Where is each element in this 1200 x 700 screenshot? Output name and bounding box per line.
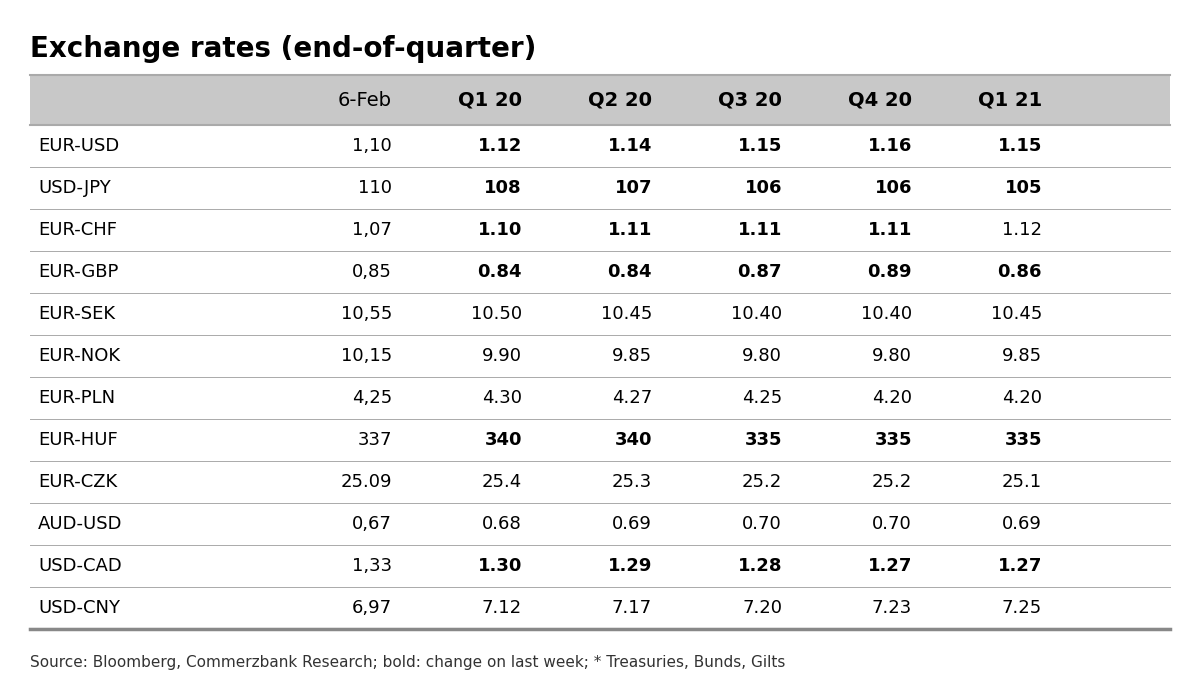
Text: 25.4: 25.4 xyxy=(481,473,522,491)
Text: 335: 335 xyxy=(1004,431,1042,449)
Text: 7.20: 7.20 xyxy=(742,599,782,617)
Text: 7.25: 7.25 xyxy=(1002,599,1042,617)
Text: 25.2: 25.2 xyxy=(871,473,912,491)
Text: 106: 106 xyxy=(744,179,782,197)
Text: Q4 20: Q4 20 xyxy=(848,90,912,109)
Text: 6,97: 6,97 xyxy=(352,599,392,617)
Text: 1.12: 1.12 xyxy=(478,137,522,155)
Text: Q2 20: Q2 20 xyxy=(588,90,652,109)
Text: 25.09: 25.09 xyxy=(341,473,392,491)
Text: Q1 21: Q1 21 xyxy=(978,90,1042,109)
Text: 1.15: 1.15 xyxy=(738,137,782,155)
Text: EUR-NOK: EUR-NOK xyxy=(38,347,120,365)
Bar xyxy=(30,75,1170,125)
Text: 1,07: 1,07 xyxy=(352,221,392,239)
Text: 0.89: 0.89 xyxy=(868,263,912,281)
Text: 7.17: 7.17 xyxy=(612,599,652,617)
Text: 0,67: 0,67 xyxy=(352,515,392,533)
Text: 7.23: 7.23 xyxy=(871,599,912,617)
Text: 340: 340 xyxy=(614,431,652,449)
Text: 1.11: 1.11 xyxy=(738,221,782,239)
Text: 335: 335 xyxy=(744,431,782,449)
Text: 1.12: 1.12 xyxy=(1002,221,1042,239)
Text: 10.40: 10.40 xyxy=(731,305,782,323)
Text: 335: 335 xyxy=(875,431,912,449)
Text: 0.69: 0.69 xyxy=(1002,515,1042,533)
Text: 9.85: 9.85 xyxy=(1002,347,1042,365)
Text: 1.11: 1.11 xyxy=(607,221,652,239)
Text: EUR-USD: EUR-USD xyxy=(38,137,119,155)
Text: 1,10: 1,10 xyxy=(353,137,392,155)
Text: 10,15: 10,15 xyxy=(341,347,392,365)
Text: USD-CNY: USD-CNY xyxy=(38,599,120,617)
Text: 4.30: 4.30 xyxy=(482,389,522,407)
Text: 4.20: 4.20 xyxy=(1002,389,1042,407)
Text: 9.80: 9.80 xyxy=(872,347,912,365)
Text: 1.27: 1.27 xyxy=(997,557,1042,575)
Text: 0,85: 0,85 xyxy=(352,263,392,281)
Text: 0.70: 0.70 xyxy=(872,515,912,533)
Text: 7.12: 7.12 xyxy=(482,599,522,617)
Text: 340: 340 xyxy=(485,431,522,449)
Text: Exchange rates (end-of-quarter): Exchange rates (end-of-quarter) xyxy=(30,35,536,63)
Text: 337: 337 xyxy=(358,431,392,449)
Text: 1.16: 1.16 xyxy=(868,137,912,155)
Text: 110: 110 xyxy=(358,179,392,197)
Text: 9.80: 9.80 xyxy=(742,347,782,365)
Text: 0.70: 0.70 xyxy=(743,515,782,533)
Text: Q1 20: Q1 20 xyxy=(458,90,522,109)
Text: 10,55: 10,55 xyxy=(341,305,392,323)
Text: USD-JPY: USD-JPY xyxy=(38,179,110,197)
Text: 1.27: 1.27 xyxy=(868,557,912,575)
Text: Source: Bloomberg, Commerzbank Research; bold: change on last week; * Treasuries: Source: Bloomberg, Commerzbank Research;… xyxy=(30,655,785,670)
Text: EUR-PLN: EUR-PLN xyxy=(38,389,115,407)
Text: 1.28: 1.28 xyxy=(738,557,782,575)
Text: EUR-GBP: EUR-GBP xyxy=(38,263,119,281)
Text: 1.30: 1.30 xyxy=(478,557,522,575)
Text: 4.20: 4.20 xyxy=(872,389,912,407)
Text: 0.84: 0.84 xyxy=(478,263,522,281)
Text: 10.45: 10.45 xyxy=(601,305,652,323)
Text: 6-Feb: 6-Feb xyxy=(338,90,392,109)
Text: EUR-HUF: EUR-HUF xyxy=(38,431,118,449)
Text: USD-CAD: USD-CAD xyxy=(38,557,121,575)
Text: 4.25: 4.25 xyxy=(742,389,782,407)
Text: 4,25: 4,25 xyxy=(352,389,392,407)
Text: 1.10: 1.10 xyxy=(478,221,522,239)
Text: 1,33: 1,33 xyxy=(352,557,392,575)
Text: 107: 107 xyxy=(614,179,652,197)
Text: 10.40: 10.40 xyxy=(860,305,912,323)
Text: EUR-CZK: EUR-CZK xyxy=(38,473,118,491)
Text: 25.3: 25.3 xyxy=(612,473,652,491)
Text: AUD-USD: AUD-USD xyxy=(38,515,122,533)
Text: 1.29: 1.29 xyxy=(607,557,652,575)
Text: 25.2: 25.2 xyxy=(742,473,782,491)
Text: EUR-SEK: EUR-SEK xyxy=(38,305,115,323)
Text: 0.69: 0.69 xyxy=(612,515,652,533)
Text: 106: 106 xyxy=(875,179,912,197)
Text: 108: 108 xyxy=(485,179,522,197)
Text: 1.14: 1.14 xyxy=(607,137,652,155)
Text: 10.45: 10.45 xyxy=(991,305,1042,323)
Text: 9.85: 9.85 xyxy=(612,347,652,365)
Text: 0.86: 0.86 xyxy=(997,263,1042,281)
Text: EUR-CHF: EUR-CHF xyxy=(38,221,118,239)
Text: 105: 105 xyxy=(1004,179,1042,197)
Text: 0.68: 0.68 xyxy=(482,515,522,533)
Text: 1.15: 1.15 xyxy=(997,137,1042,155)
Text: 1.11: 1.11 xyxy=(868,221,912,239)
Text: 9.90: 9.90 xyxy=(482,347,522,365)
Text: 4.27: 4.27 xyxy=(612,389,652,407)
Text: 10.50: 10.50 xyxy=(470,305,522,323)
Text: 0.84: 0.84 xyxy=(607,263,652,281)
Text: 0.87: 0.87 xyxy=(738,263,782,281)
Text: Q3 20: Q3 20 xyxy=(718,90,782,109)
Text: 25.1: 25.1 xyxy=(1002,473,1042,491)
